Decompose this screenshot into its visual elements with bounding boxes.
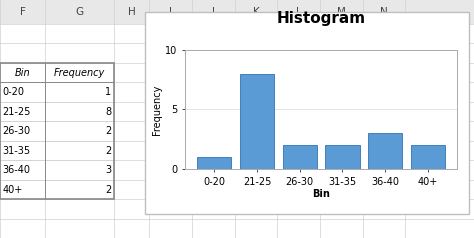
Bar: [326, 145, 360, 169]
Text: 3: 3: [105, 165, 111, 175]
Text: H: H: [128, 7, 136, 17]
Text: 8: 8: [105, 107, 111, 117]
Bar: [0, 102, 474, 121]
Text: 2: 2: [105, 126, 111, 136]
Bar: [0, 199, 474, 219]
Bar: [0, 43, 474, 63]
Bar: [0, 0, 474, 24]
Text: N: N: [380, 7, 388, 17]
Bar: [0, 82, 474, 102]
Text: J: J: [212, 7, 215, 17]
Text: 21-25: 21-25: [2, 107, 31, 117]
Bar: [283, 145, 317, 169]
Text: 0-20: 0-20: [2, 87, 24, 97]
Bar: [0, 219, 474, 238]
Text: 36-40: 36-40: [2, 165, 30, 175]
Bar: [0, 63, 114, 199]
Text: M: M: [337, 7, 346, 17]
Bar: [240, 74, 274, 169]
Bar: [197, 157, 231, 169]
Bar: [0, 121, 474, 141]
Bar: [0, 160, 474, 180]
Bar: [411, 145, 445, 169]
Bar: [0, 63, 474, 82]
Text: Bin: Bin: [15, 68, 30, 78]
Text: 2: 2: [105, 146, 111, 156]
Text: 40+: 40+: [2, 185, 23, 195]
Text: Frequency: Frequency: [54, 68, 105, 78]
Text: 26-30: 26-30: [2, 126, 30, 136]
Bar: [0, 180, 474, 199]
Title: Histogram: Histogram: [276, 11, 366, 26]
Text: L: L: [296, 7, 301, 17]
Bar: [0, 24, 474, 43]
X-axis label: Bin: Bin: [312, 189, 330, 199]
Text: F: F: [19, 7, 26, 17]
Text: 2: 2: [105, 185, 111, 195]
Bar: [368, 133, 402, 169]
Text: I: I: [169, 7, 172, 17]
Y-axis label: Frequency: Frequency: [152, 84, 162, 135]
Bar: [145, 12, 469, 214]
Text: K: K: [253, 7, 259, 17]
Bar: [0, 141, 474, 160]
Text: G: G: [75, 7, 83, 17]
Text: 31-35: 31-35: [2, 146, 30, 156]
Text: 1: 1: [105, 87, 111, 97]
